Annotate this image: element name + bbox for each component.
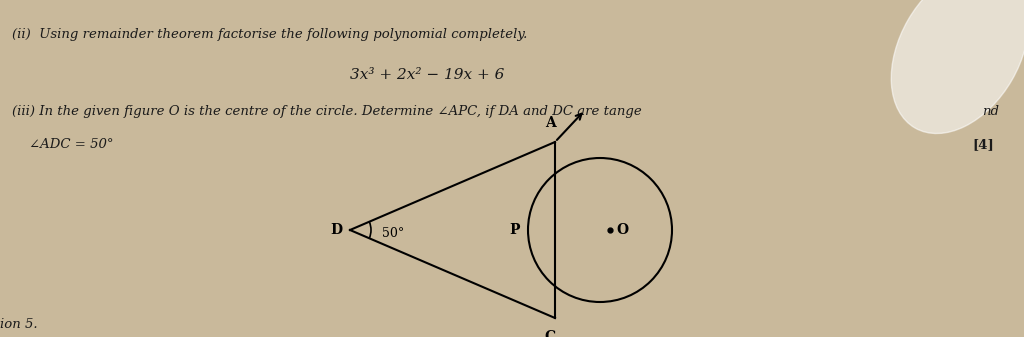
Text: 3x³ + 2x² − 19x + 6: 3x³ + 2x² − 19x + 6 bbox=[350, 68, 505, 82]
Text: nd: nd bbox=[982, 105, 999, 118]
Text: A: A bbox=[545, 116, 555, 130]
Text: D: D bbox=[330, 223, 342, 237]
Text: [4]: [4] bbox=[972, 138, 993, 151]
Text: ∠ADC = 50°: ∠ADC = 50° bbox=[12, 138, 114, 151]
Text: 50°: 50° bbox=[382, 227, 404, 241]
Text: (iii) In the given figure O is the centre of the circle. Determine ∠APC, if DA a: (iii) In the given figure O is the centr… bbox=[12, 105, 642, 118]
Ellipse shape bbox=[891, 0, 1024, 133]
Text: ion 5.: ion 5. bbox=[0, 318, 38, 331]
Text: P: P bbox=[510, 223, 520, 237]
Text: C: C bbox=[545, 330, 556, 337]
Text: (ii)  Using remainder theorem factorise the following polynomial completely.: (ii) Using remainder theorem factorise t… bbox=[12, 28, 527, 41]
Text: O: O bbox=[616, 223, 628, 237]
